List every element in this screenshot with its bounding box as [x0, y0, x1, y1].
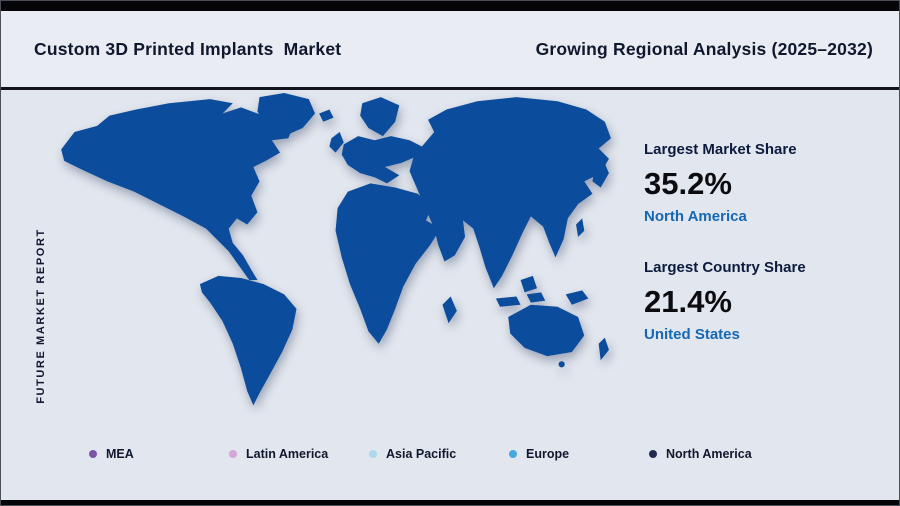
bottom-bar: [1, 500, 899, 505]
island-japan: [592, 158, 609, 188]
stat-label: Largest Country Share: [644, 259, 806, 276]
brand-vertical-label: FUTURE MARKET REPORT: [35, 228, 47, 404]
continent-africa: [335, 183, 441, 344]
stat-value: 21.4%: [644, 284, 732, 319]
island-iceland: [319, 109, 334, 122]
world-map-image: [61, 93, 611, 406]
legend-dot-mea: [89, 450, 97, 458]
legend-label: North America: [666, 447, 752, 461]
island-new-guinea: [565, 290, 589, 305]
island-tasmania: [558, 361, 565, 368]
island-philippines: [576, 218, 585, 237]
legend-dot-north-america: [649, 450, 657, 458]
stat-region: North America: [644, 208, 747, 225]
page-subtitle: Growing Regional Analysis (2025–2032): [535, 38, 873, 59]
continent-australia: [508, 304, 585, 357]
island-new-zealand: [598, 337, 609, 361]
stat-label: Largest Market Share: [644, 141, 797, 158]
legend-item: Latin America: [229, 447, 369, 461]
legend-label: Europe: [526, 447, 570, 461]
island-sumatra-java: [495, 296, 521, 307]
legend-label: MEA: [106, 447, 134, 461]
island-united-kingdom: [329, 132, 344, 153]
legend-label: Latin America: [246, 447, 329, 461]
island-madagascar: [442, 296, 457, 324]
continent-asia: [409, 97, 611, 289]
legend-item: Europe: [509, 447, 649, 461]
legend-dot-europe: [509, 450, 517, 458]
page-title: Custom 3D Printed Implants Market: [34, 38, 342, 59]
stat-value: 35.2%: [644, 166, 732, 201]
stats-panel: Largest Market Share 35.2% North America…: [644, 141, 884, 377]
island-sulawesi: [526, 292, 546, 303]
header: Custom 3D Printed Implants Market Growin…: [1, 11, 899, 87]
island-borneo: [520, 275, 537, 293]
legend-item: North America: [649, 447, 789, 461]
stat-market-share: Largest Market Share 35.2% North America: [644, 141, 884, 225]
continent-europe-mainland: [341, 136, 422, 184]
header-divider: [1, 87, 899, 90]
legend-dot-asia-pacific: [369, 450, 377, 458]
legend-item: Asia Pacific: [369, 447, 509, 461]
legend-item: MEA: [89, 447, 229, 461]
stat-region: United States: [644, 326, 740, 343]
legend-dot-latin-america: [229, 450, 237, 458]
continent-south-america: [199, 275, 297, 406]
legend-label: Asia Pacific: [386, 447, 457, 461]
top-bar: [1, 1, 899, 11]
legend: MEA Latin America Asia Pacific Europe No…: [89, 447, 789, 461]
continent-europe-scandinavia: [360, 97, 400, 137]
stat-country-share: Largest Country Share 21.4% United State…: [644, 259, 884, 343]
continent-north-america: [61, 99, 295, 281]
